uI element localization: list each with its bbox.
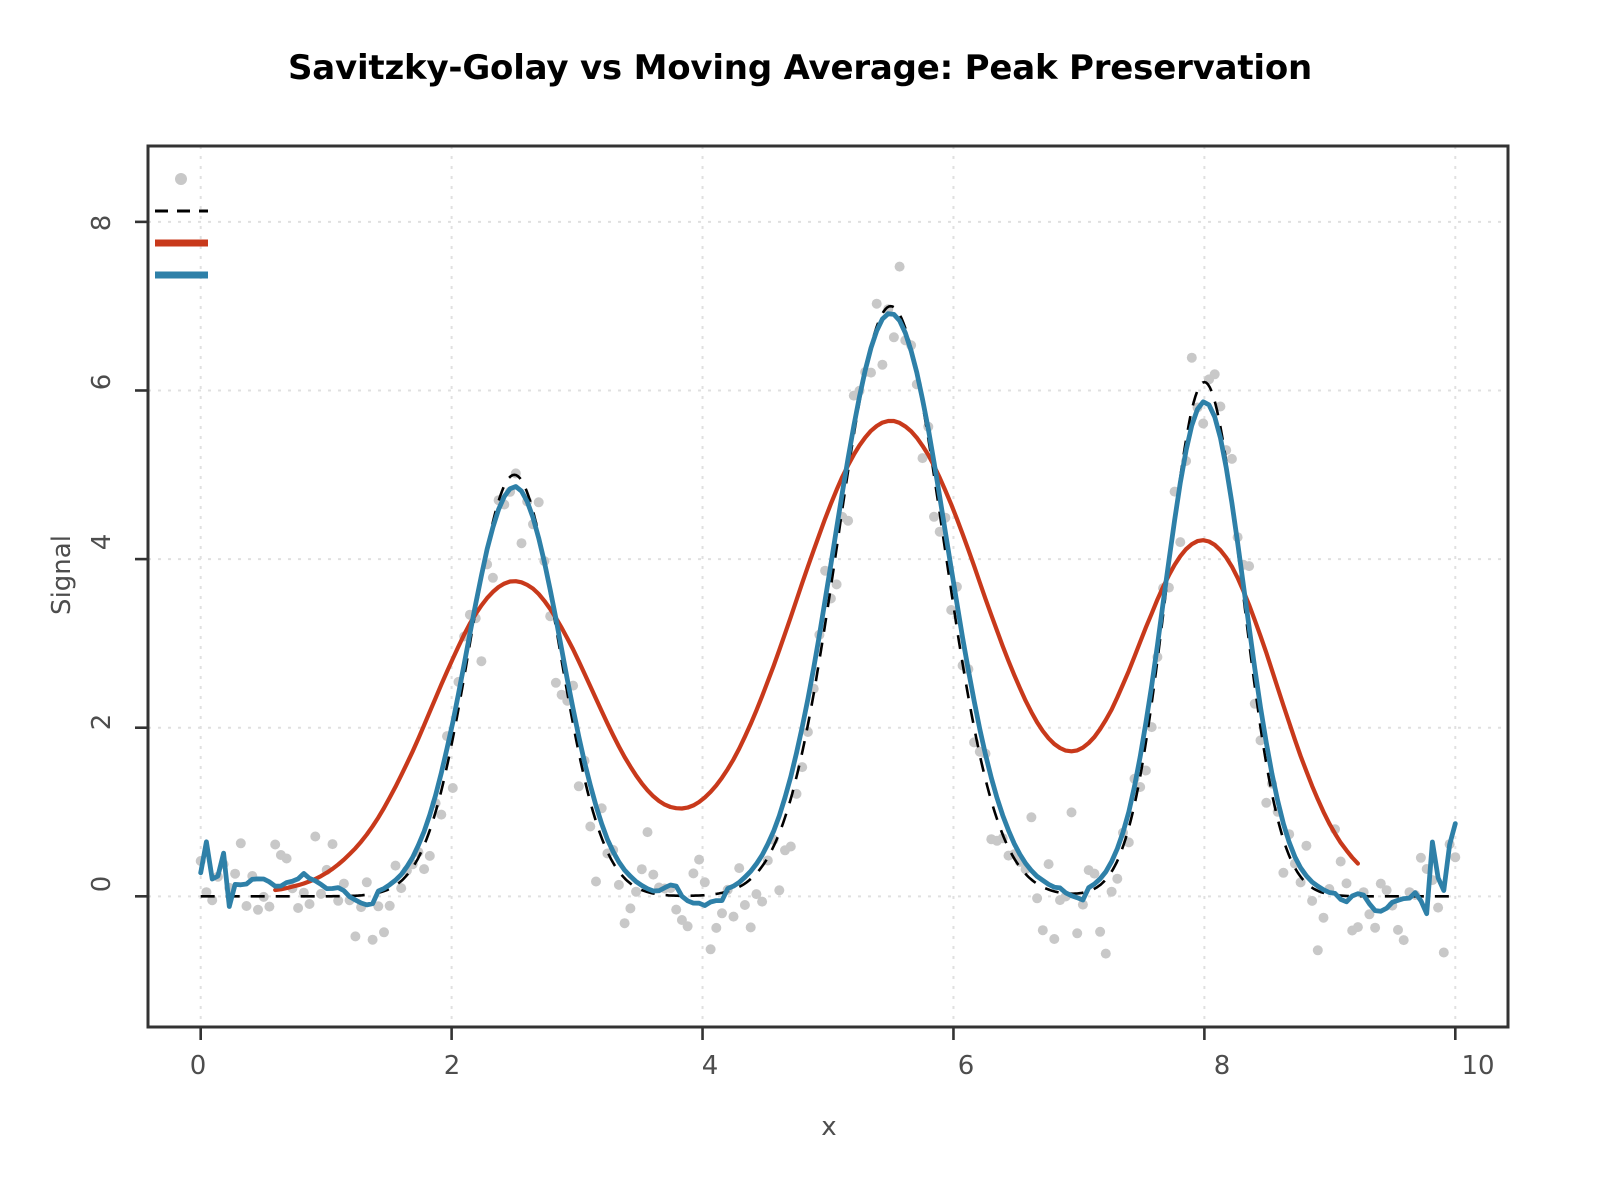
x-axis-label: x [821,1112,837,1142]
legend-markers [155,173,208,279]
x-tick-label: 2 [443,1051,461,1081]
x-tick-label: 8 [1213,1051,1231,1081]
x-tick-label: 6 [957,1051,975,1081]
chart-title: Savitzky-Golay vs Moving Average: Peak P… [287,48,1313,88]
x-tick-label: 4 [701,1051,719,1081]
x-tick-label: 0 [189,1051,207,1081]
axis-tick-marks [135,220,1457,1040]
panel-border [146,144,1510,1029]
savitzky-golay-line [198,311,1458,917]
true-signal-line [200,304,1456,898]
x-tick-label: 10 [1461,1051,1495,1081]
moving-average-line [273,418,1360,893]
legend-dot-noisy-data [175,173,187,185]
